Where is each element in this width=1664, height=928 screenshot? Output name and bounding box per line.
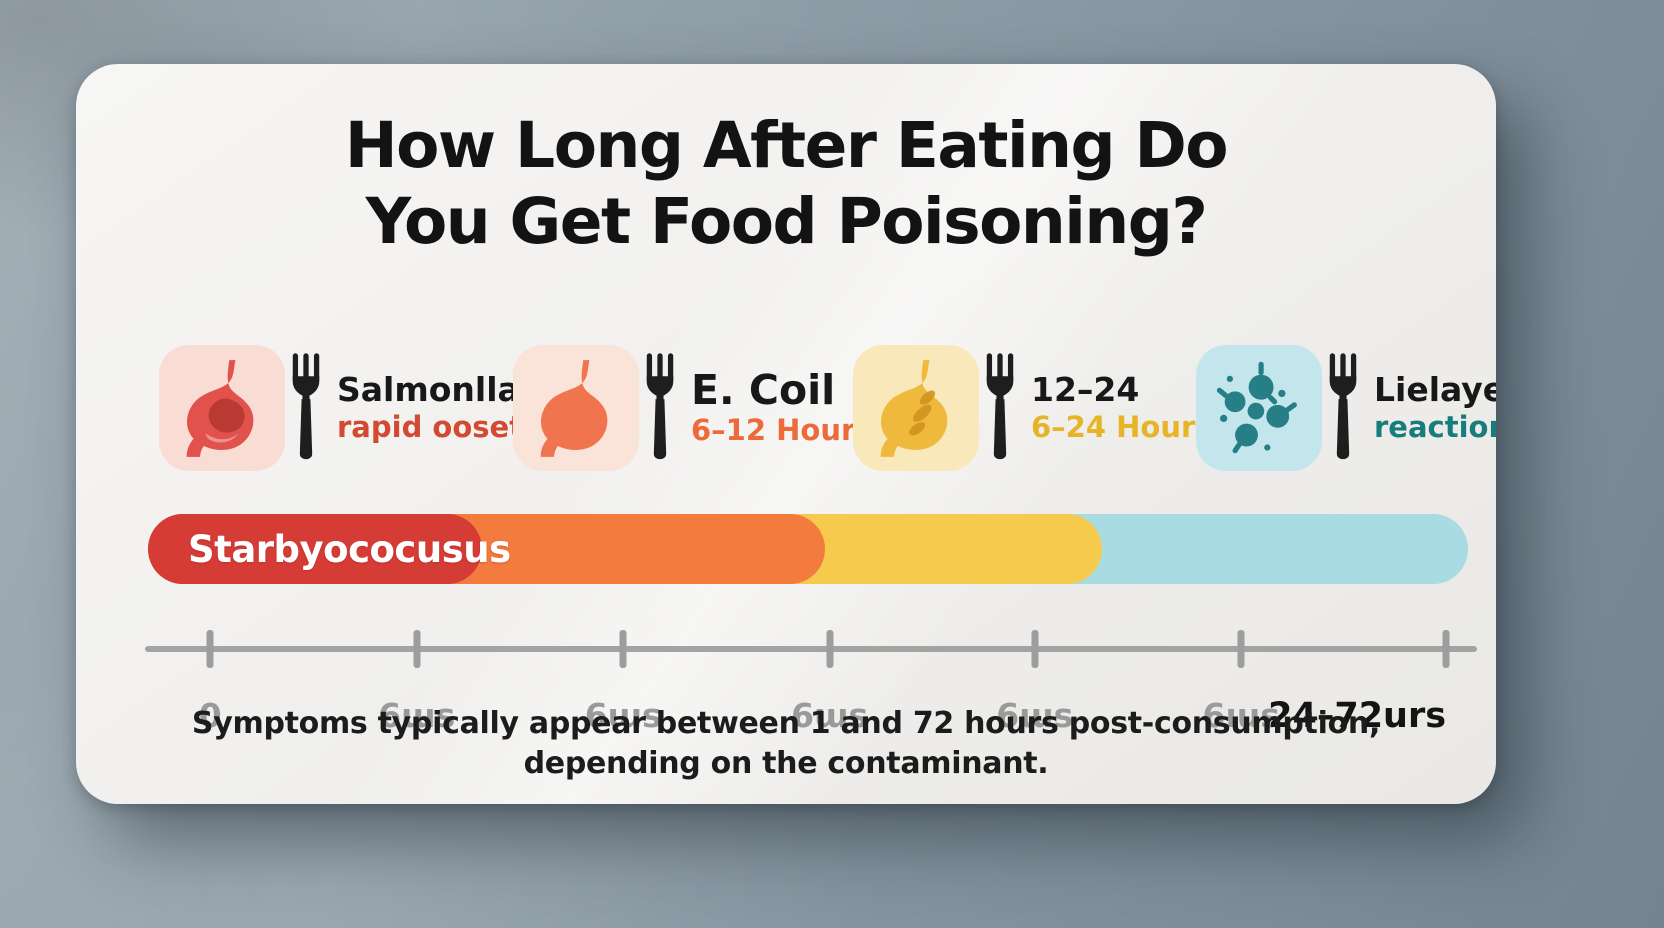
pathogen-timing: rapid ooset (337, 410, 524, 444)
axis-tick-label: 6ɯs (996, 696, 1074, 735)
caption-line-1: Symptoms typically appear between 1 and … (191, 706, 1381, 741)
axis-line (145, 646, 1477, 652)
axis-tick (619, 630, 627, 668)
axis-tick-label: 6ɯs (378, 696, 456, 735)
fork-icon (292, 353, 320, 460)
axis-tick (413, 630, 421, 668)
pathogen-group-salmonella: Salmonlla rapid ooset (159, 344, 523, 472)
axis-tick-label: 0 (198, 696, 222, 735)
bar-segment-staphylococcus (148, 514, 482, 584)
fork-icon (986, 353, 1014, 460)
axis-tick-label: 6ɯs (791, 696, 869, 735)
axis-tick (1031, 630, 1039, 668)
bacteria-icon (1216, 361, 1297, 454)
timeline-axis: 0 6ɯs 6ɯs 6ɯs 6ɯs 6ıus 24–72urs (145, 610, 1477, 760)
pathogen-name: Salmonlla (337, 370, 520, 409)
pathogen-group-12-24: 12–24 6–24 Hours (853, 344, 1213, 472)
bar-label: Starbyococusus (188, 527, 511, 571)
axis-tick-label: 6ıus (1202, 696, 1280, 735)
pathogen-group-delayed: Lielayed reaction (1196, 344, 1496, 472)
pathogen-name: Lielayed (1374, 370, 1496, 409)
fork-icon (646, 353, 674, 460)
stomach-red-tile (159, 345, 285, 471)
pathogen-timing: reaction (1374, 410, 1496, 444)
axis-tick (206, 630, 214, 668)
page-title: How Long After Eating Do You Get Food Po… (76, 108, 1496, 260)
axis-tick (1442, 630, 1450, 668)
axis-tick (826, 630, 834, 668)
stomach-yellow-tile (853, 345, 979, 471)
axis-tick (1237, 630, 1245, 668)
axis-tick-label: 24–72urs (1268, 696, 1447, 736)
pathogen-name: E. Coil (691, 366, 836, 414)
fork-icon (1329, 353, 1357, 460)
timeline-bar: Starbyococusus (148, 514, 1468, 584)
infographic-card: How Long After Eating Do You Get Food Po… (76, 64, 1496, 804)
stomach-icon (540, 360, 608, 457)
axis-tick-label: 6ɯs (584, 696, 662, 735)
pathogen-timing: 6–24 Hours (1031, 410, 1213, 444)
title-line-2: You Get Food Poisoning? (365, 185, 1208, 258)
bacteria-tile (1196, 345, 1322, 471)
stomach-icon (880, 360, 948, 457)
stomach-icon (186, 360, 254, 457)
title-line-1: How Long After Eating Do (344, 109, 1229, 182)
stomach-orange-tile (513, 345, 639, 471)
pathogen-timing: 6–12 Hours (691, 413, 873, 447)
caption-line-2: depending on the contaminant. (523, 746, 1049, 781)
caption: Symptoms typically appear between 1 and … (76, 704, 1496, 784)
pathogen-group-ecoli: E. Coil 6–12 Hours (513, 344, 873, 472)
pathogen-name: 12–24 (1031, 370, 1140, 409)
